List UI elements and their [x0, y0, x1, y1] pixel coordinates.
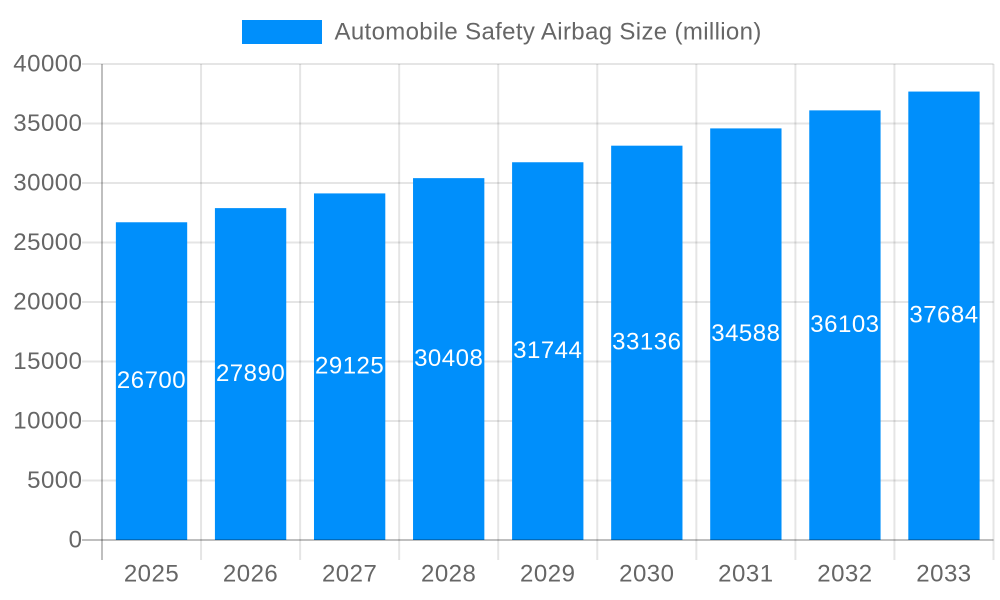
svg-text:33136: 33136	[612, 329, 681, 356]
svg-text:2025: 2025	[124, 561, 179, 588]
svg-text:2026: 2026	[223, 561, 278, 588]
svg-text:2032: 2032	[817, 561, 872, 588]
svg-text:0: 0	[69, 527, 83, 554]
svg-text:2028: 2028	[421, 561, 476, 588]
svg-text:31744: 31744	[513, 337, 582, 364]
svg-text:2029: 2029	[520, 561, 575, 588]
svg-text:29125: 29125	[315, 353, 384, 380]
svg-text:15000: 15000	[13, 348, 82, 375]
svg-text:25000: 25000	[13, 229, 82, 256]
svg-text:30408: 30408	[414, 345, 483, 372]
svg-text:36103: 36103	[810, 311, 879, 338]
svg-text:26700: 26700	[117, 367, 186, 394]
svg-text:10000: 10000	[13, 408, 82, 435]
svg-text:2027: 2027	[322, 561, 377, 588]
svg-text:2030: 2030	[619, 561, 674, 588]
svg-text:34588: 34588	[711, 320, 780, 347]
svg-text:5000: 5000	[27, 467, 82, 494]
svg-text:40000: 40000	[13, 51, 82, 78]
svg-text:20000: 20000	[13, 289, 82, 316]
svg-text:Automobile Safety Airbag Size: Automobile Safety Airbag Size (million)	[335, 18, 762, 45]
svg-text:35000: 35000	[13, 110, 82, 137]
svg-text:2033: 2033	[916, 561, 971, 588]
svg-text:2031: 2031	[718, 561, 773, 588]
svg-text:27890: 27890	[216, 360, 285, 387]
svg-text:30000: 30000	[13, 170, 82, 197]
svg-text:37684: 37684	[909, 302, 978, 329]
